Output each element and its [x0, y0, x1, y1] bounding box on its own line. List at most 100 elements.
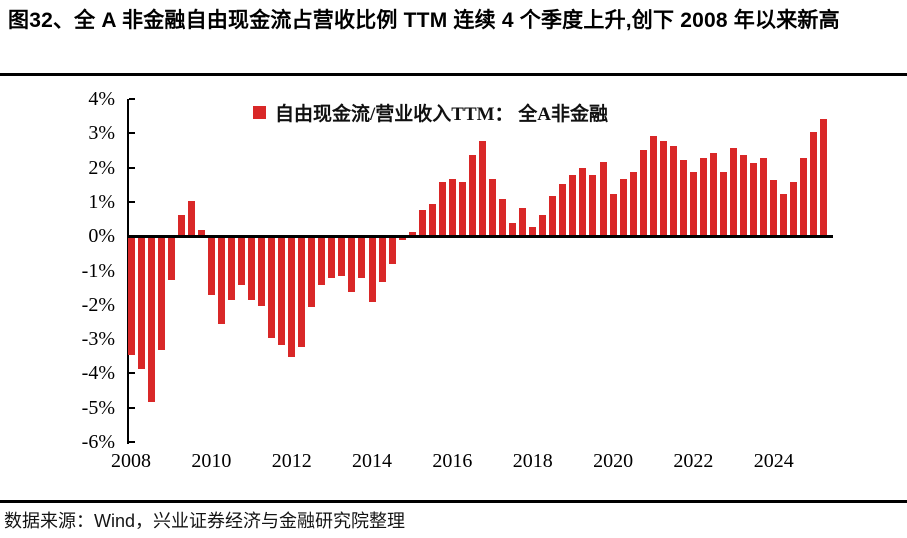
bar: [579, 168, 587, 237]
bar: [509, 223, 517, 237]
bar: [760, 158, 768, 237]
bar: [157, 237, 165, 351]
legend-label: 自由现金流/营业收入TTM： 全A非金融: [275, 104, 609, 125]
bar: [479, 140, 486, 237]
bar: [268, 237, 276, 339]
bar: [569, 175, 577, 237]
y-tick-label: -4%: [81, 362, 115, 385]
bar: [549, 195, 557, 237]
bar: [398, 237, 406, 241]
bar: [358, 237, 366, 279]
y-tick-label: 4%: [88, 88, 115, 110]
bar: [559, 183, 567, 237]
bar: [689, 171, 697, 237]
y-tick: [129, 166, 135, 169]
bar: [127, 237, 135, 356]
y-tick-label: 0%: [88, 225, 115, 248]
x-tick-label: 2014: [352, 450, 393, 472]
bar: [629, 171, 637, 237]
bar: [458, 182, 466, 237]
bar: [589, 175, 597, 237]
bar: [368, 237, 376, 303]
zero-baseline: [127, 235, 833, 238]
x-tick-label: 2008: [111, 450, 151, 472]
y-tick-label: 1%: [88, 190, 115, 213]
bar: [649, 135, 657, 237]
bar: [388, 237, 396, 265]
x-tick-label: 2016: [432, 450, 473, 472]
y-tick-label: -2%: [81, 293, 115, 316]
bar: [298, 237, 306, 347]
x-tick-label: 2020: [593, 450, 634, 472]
bar: [720, 171, 728, 237]
bar: [418, 209, 426, 237]
bar: [820, 118, 828, 237]
bar: [227, 237, 235, 301]
bar: [740, 154, 748, 237]
bar: [539, 214, 547, 237]
bar: [599, 161, 607, 237]
x-tick-label: 2018: [512, 450, 553, 472]
y-tick: [129, 372, 135, 375]
x-tick-label: 2024: [753, 450, 794, 472]
bar: [609, 194, 617, 237]
y-tick-label: -6%: [81, 431, 115, 453]
bar: [669, 146, 677, 237]
bar: [258, 237, 266, 306]
y-tick-label: -1%: [81, 259, 115, 282]
bar: [137, 237, 145, 370]
bar: [237, 237, 245, 286]
bar: [408, 231, 416, 237]
bar: [328, 237, 336, 279]
bar: [750, 163, 758, 237]
bar: [248, 237, 256, 301]
x-tick-label: 2012: [271, 450, 312, 472]
bar: [800, 158, 808, 237]
bar: [167, 237, 175, 280]
bar: [810, 132, 818, 237]
x-tick-label: 2010: [191, 450, 232, 472]
bar: [338, 237, 346, 277]
y-tick-label: -5%: [81, 396, 115, 419]
bar: [699, 158, 707, 237]
y-tick: [129, 200, 135, 203]
bar: [318, 237, 326, 286]
bar: [197, 230, 205, 237]
bar: [709, 152, 717, 237]
bar: [619, 178, 627, 237]
bar: [308, 237, 316, 308]
bar: [639, 149, 647, 237]
y-tick: [129, 406, 135, 409]
y-tick-label: 2%: [88, 156, 115, 179]
bar: [468, 154, 476, 237]
bar: [288, 237, 296, 358]
bar: [790, 182, 798, 237]
bar: [207, 237, 215, 296]
source-note: 数据来源：Wind，兴业证券经济与金融研究院整理: [4, 511, 406, 531]
bar: [177, 214, 185, 237]
page-title: 图32、全 A 非金融自由现金流占营收比例 TTM 连续 4 个季度上升,创下 …: [8, 9, 840, 32]
bar: [147, 237, 155, 402]
bar: [780, 194, 788, 237]
footer-divider: [0, 500, 907, 503]
bar: [217, 237, 225, 325]
legend-marker-icon: [253, 106, 266, 119]
legend: 自由现金流/营业收入TTM： 全A非金融: [253, 99, 608, 126]
bar: [519, 207, 527, 237]
bar: [187, 200, 195, 237]
bar: [278, 237, 286, 346]
bar: [499, 199, 507, 237]
y-tick-label: 3%: [88, 122, 115, 145]
bar: [679, 159, 687, 237]
bar: [438, 182, 446, 237]
y-tick: [129, 132, 135, 135]
bar: [730, 147, 738, 237]
plot-area: [127, 99, 833, 444]
bar: [378, 237, 386, 282]
bar: [448, 178, 456, 237]
title-divider: [0, 73, 907, 76]
y-tick: [129, 98, 135, 100]
bar: [348, 237, 356, 292]
bar: [659, 140, 667, 237]
